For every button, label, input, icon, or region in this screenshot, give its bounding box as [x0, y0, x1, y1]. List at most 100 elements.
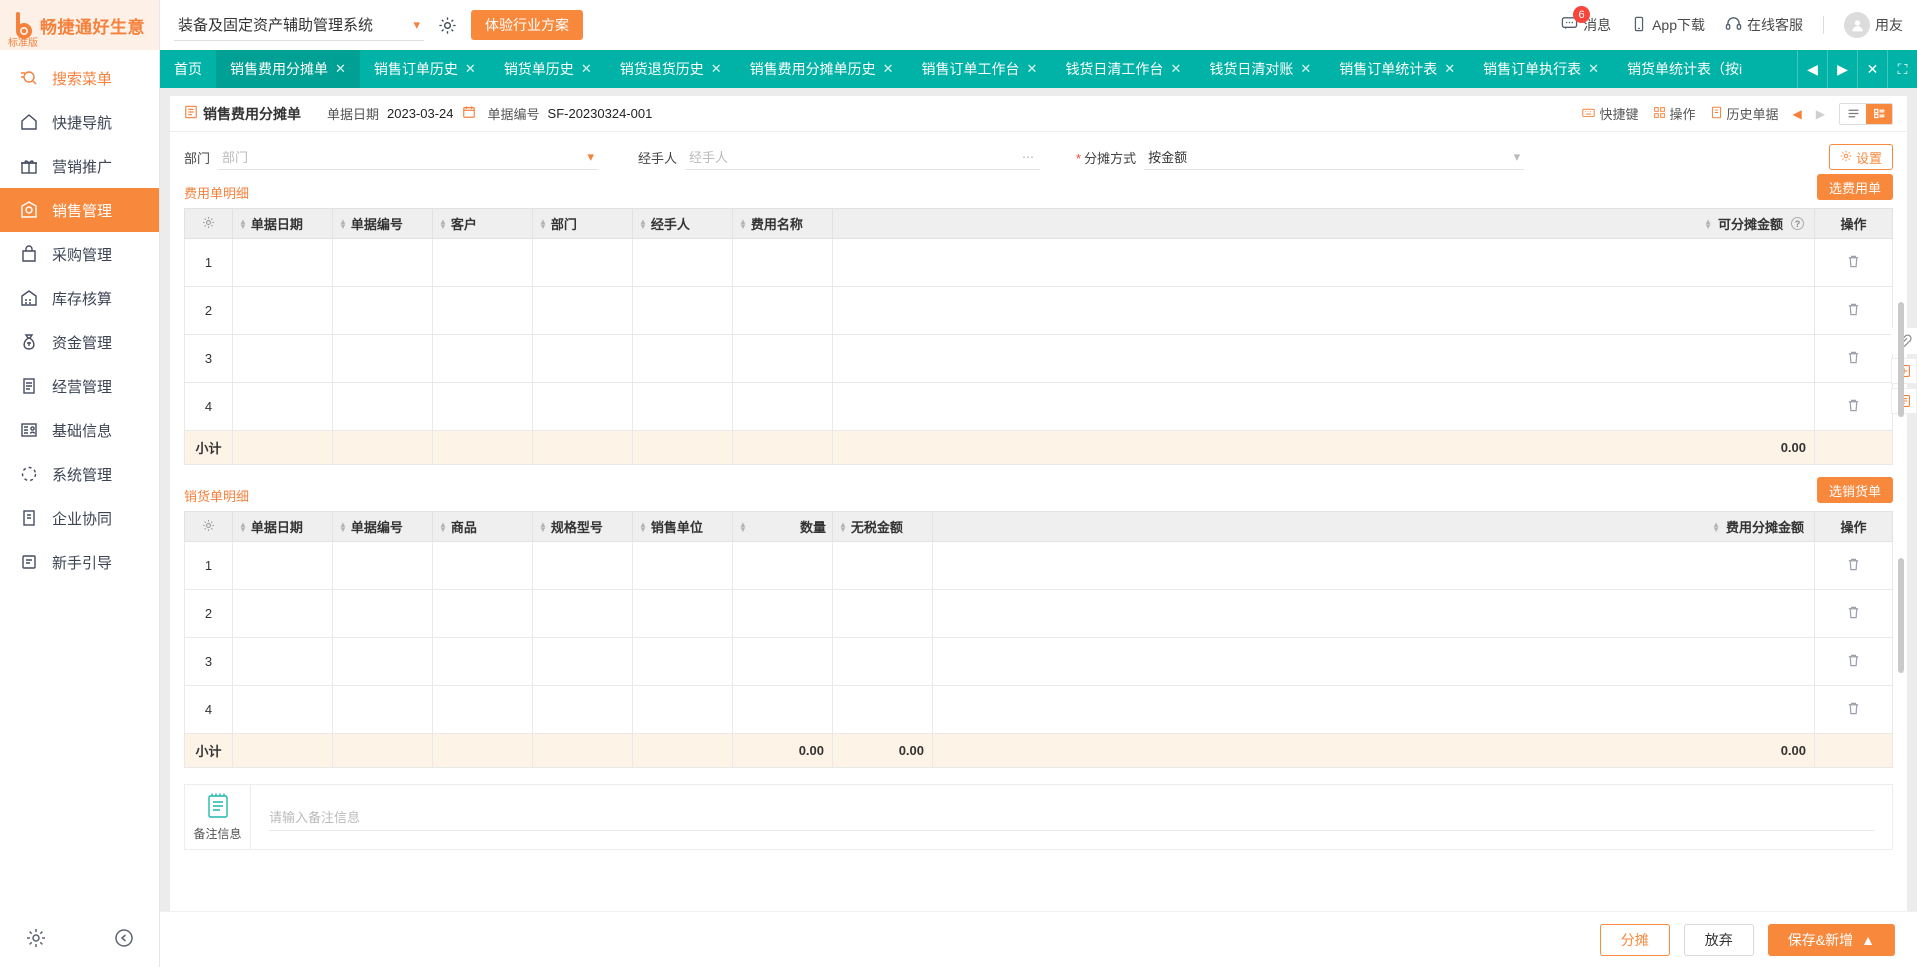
- cell-product[interactable]: [432, 541, 533, 590]
- sort-icon[interactable]: ▲ ▼: [739, 519, 747, 534]
- table-row[interactable]: 4: [184, 382, 1893, 431]
- settings-gear-icon[interactable]: [26, 928, 46, 951]
- sort-icon[interactable]: ▲ ▼: [639, 519, 647, 534]
- tab-sales-order-history[interactable]: 销售订单历史 ✕: [360, 50, 490, 88]
- close-icon[interactable]: ✕: [580, 61, 592, 76]
- tab-sales-return-history[interactable]: 销货退货历史 ✕: [606, 50, 736, 88]
- cell-date[interactable]: [232, 589, 333, 638]
- cell-unit[interactable]: [632, 589, 733, 638]
- close-icon[interactable]: ✕: [1300, 61, 1312, 76]
- cell-customer[interactable]: [432, 334, 533, 383]
- sidebar-item-operations[interactable]: 经营管理: [0, 364, 159, 408]
- setting-button[interactable]: 设置: [1828, 144, 1893, 170]
- app-selector[interactable]: 装备及固定资产辅助管理系统 ▾: [174, 9, 424, 41]
- user-menu[interactable]: 用友: [1844, 12, 1903, 38]
- sidebar-item-system[interactable]: 系统管理: [0, 452, 159, 496]
- cell-date[interactable]: [232, 334, 333, 383]
- cell-spec[interactable]: [532, 685, 633, 734]
- cell-code[interactable]: [332, 685, 433, 734]
- close-icon[interactable]: ✕: [1026, 61, 1038, 76]
- tab-cash-goods-reconcile[interactable]: 钱货日清对账 ✕: [1195, 50, 1325, 88]
- expense-table-scrollbar[interactable]: [1898, 302, 1904, 417]
- arrow-right-icon[interactable]: ▶: [1815, 106, 1825, 121]
- sort-icon[interactable]: ▲ ▼: [839, 519, 847, 534]
- cell-qty[interactable]: [732, 589, 833, 638]
- sales-column-settings[interactable]: [184, 511, 233, 542]
- cell-date[interactable]: [232, 286, 333, 335]
- delete-row-icon[interactable]: [1846, 351, 1861, 368]
- collapse-sidebar-icon[interactable]: [114, 928, 134, 951]
- cell-qty[interactable]: [732, 637, 833, 686]
- sales-col-alloc[interactable]: ▲ ▼ 费用分摊金额: [932, 511, 1815, 542]
- sidebar-item-search[interactable]: 搜索菜单: [0, 56, 159, 100]
- close-icon[interactable]: ✕: [1170, 61, 1182, 76]
- cell-customer[interactable]: [432, 238, 533, 287]
- tab-sales-expense-allocation[interactable]: 销售费用分摊单 ✕: [216, 50, 360, 88]
- expense-col-date[interactable]: ▲ ▼ 单据日期: [232, 208, 333, 239]
- table-row[interactable]: 4: [184, 685, 1893, 734]
- cell-action[interactable]: [1814, 541, 1893, 590]
- attachment-icon[interactable]: [1891, 328, 1917, 354]
- cell-alloc[interactable]: [932, 541, 1815, 590]
- cell-code[interactable]: [332, 238, 433, 287]
- expense-col-customer[interactable]: ▲ ▼ 客户: [432, 208, 533, 239]
- help-icon[interactable]: ?: [1791, 217, 1804, 230]
- table-row[interactable]: 2: [184, 286, 1893, 335]
- tab-sales-order-exec[interactable]: 销售订单执行表 ✕: [1469, 50, 1613, 88]
- cell-alloc[interactable]: [932, 685, 1815, 734]
- sort-icon[interactable]: ▲ ▼: [1712, 519, 1720, 534]
- delete-row-icon[interactable]: [1846, 303, 1861, 320]
- mode-select[interactable]: 按金额 ▾: [1144, 144, 1525, 170]
- cell-spec[interactable]: [532, 589, 633, 638]
- close-icon[interactable]: ✕: [710, 61, 722, 76]
- cell-spec[interactable]: [532, 541, 633, 590]
- sales-table-scrollbar[interactable]: [1898, 558, 1904, 673]
- sidebar-item-purchase[interactable]: 采购管理: [0, 232, 159, 276]
- tab-sales-bill-stats[interactable]: 销货单统计表（按i: [1613, 50, 1756, 88]
- cell-dept[interactable]: [532, 286, 633, 335]
- cell-code[interactable]: [332, 334, 433, 383]
- cell-date[interactable]: [232, 238, 333, 287]
- online-service-button[interactable]: 在线客服: [1725, 15, 1803, 35]
- app-download-button[interactable]: App下载: [1631, 15, 1705, 35]
- table-row[interactable]: 3: [184, 637, 1893, 686]
- cell-customer[interactable]: [432, 286, 533, 335]
- sort-icon[interactable]: ▲ ▼: [639, 216, 647, 231]
- cell-action[interactable]: [1814, 238, 1893, 287]
- close-icon[interactable]: ✕: [1444, 61, 1456, 76]
- cell-code[interactable]: [332, 541, 433, 590]
- cell-date[interactable]: [232, 382, 333, 431]
- expense-col-dept[interactable]: ▲ ▼ 部门: [532, 208, 633, 239]
- sort-icon[interactable]: ▲ ▼: [539, 216, 547, 231]
- cell-unit[interactable]: [632, 685, 733, 734]
- agent-select[interactable]: 经手人 ⋯: [685, 144, 1041, 170]
- cell-action[interactable]: [1814, 637, 1893, 686]
- sidebar-item-funds[interactable]: 资金管理: [0, 320, 159, 364]
- table-row[interactable]: 3: [184, 334, 1893, 383]
- tab-cash-goods-workbench[interactable]: 钱货日清工作台 ✕: [1051, 50, 1195, 88]
- cell-product[interactable]: [432, 637, 533, 686]
- cell-date[interactable]: [232, 541, 333, 590]
- delete-row-icon[interactable]: [1846, 606, 1861, 623]
- tab-scroll-right-icon[interactable]: ▶: [1827, 50, 1857, 88]
- close-icon[interactable]: ✕: [335, 61, 346, 76]
- delete-row-icon[interactable]: [1846, 702, 1861, 719]
- tab-expense-allocation-history[interactable]: 销售费用分摊单历史 ✕: [736, 50, 908, 88]
- cell-amount[interactable]: [832, 382, 1815, 431]
- cell-amount-no-tax[interactable]: [832, 589, 933, 638]
- doc-code-value[interactable]: SF-20230324-001: [547, 106, 653, 121]
- sort-icon[interactable]: ▲ ▼: [339, 216, 347, 231]
- delete-row-icon[interactable]: [1846, 255, 1861, 272]
- remark-input[interactable]: 请输入备注信息: [269, 803, 1874, 831]
- tab-home[interactable]: 首页: [160, 50, 216, 88]
- cell-qty[interactable]: [732, 685, 833, 734]
- sales-col-date[interactable]: ▲ ▼ 单据日期: [232, 511, 333, 542]
- print-preview-icon[interactable]: [1891, 388, 1917, 414]
- close-icon[interactable]: ✕: [882, 61, 894, 76]
- cell-action[interactable]: [1814, 685, 1893, 734]
- column-settings-gear-icon[interactable]: [202, 216, 215, 232]
- cell-agent[interactable]: [632, 286, 733, 335]
- cell-amount[interactable]: [832, 334, 1815, 383]
- cell-spec[interactable]: [532, 637, 633, 686]
- delete-row-icon[interactable]: [1846, 654, 1861, 671]
